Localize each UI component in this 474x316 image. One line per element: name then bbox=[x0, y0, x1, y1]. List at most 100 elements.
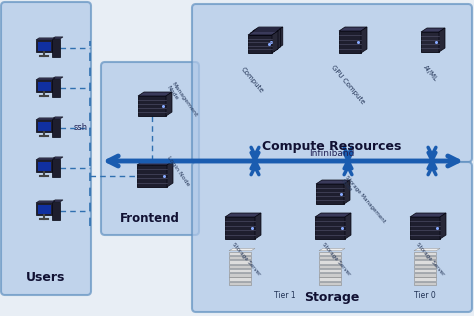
Bar bbox=[229, 252, 251, 255]
Bar bbox=[414, 273, 436, 276]
Text: Storage: Storage bbox=[304, 291, 360, 304]
Polygon shape bbox=[277, 27, 283, 49]
Polygon shape bbox=[248, 31, 278, 35]
Polygon shape bbox=[37, 161, 51, 171]
Polygon shape bbox=[225, 217, 255, 239]
Polygon shape bbox=[52, 79, 60, 97]
Polygon shape bbox=[315, 213, 351, 217]
Polygon shape bbox=[274, 29, 281, 51]
FancyBboxPatch shape bbox=[192, 162, 472, 312]
Polygon shape bbox=[421, 32, 439, 52]
Polygon shape bbox=[272, 31, 278, 53]
FancyBboxPatch shape bbox=[1, 2, 91, 295]
Polygon shape bbox=[414, 248, 440, 251]
Polygon shape bbox=[37, 41, 51, 51]
Bar bbox=[319, 264, 341, 268]
Polygon shape bbox=[36, 40, 52, 52]
Polygon shape bbox=[52, 157, 63, 159]
Bar bbox=[229, 277, 251, 281]
Bar bbox=[319, 260, 341, 264]
Bar bbox=[414, 260, 436, 264]
Polygon shape bbox=[315, 217, 345, 239]
Polygon shape bbox=[250, 33, 274, 51]
Polygon shape bbox=[339, 27, 367, 31]
Polygon shape bbox=[37, 204, 51, 214]
Text: Tier 1: Tier 1 bbox=[274, 291, 296, 301]
Polygon shape bbox=[52, 159, 60, 177]
Text: GPU Compute: GPU Compute bbox=[330, 64, 366, 105]
Bar bbox=[414, 264, 436, 268]
Polygon shape bbox=[255, 213, 261, 239]
Polygon shape bbox=[253, 27, 283, 31]
Text: AI/ML: AI/ML bbox=[421, 64, 438, 82]
Text: Frontend: Frontend bbox=[120, 212, 180, 225]
Polygon shape bbox=[52, 39, 60, 57]
Polygon shape bbox=[36, 160, 52, 172]
Polygon shape bbox=[440, 213, 446, 239]
Polygon shape bbox=[37, 121, 51, 131]
Bar bbox=[414, 252, 436, 255]
Text: Storage Server: Storage Server bbox=[321, 242, 351, 277]
Polygon shape bbox=[345, 213, 351, 239]
Polygon shape bbox=[36, 38, 55, 40]
Polygon shape bbox=[138, 96, 166, 116]
Polygon shape bbox=[253, 31, 277, 49]
Bar bbox=[319, 256, 341, 259]
Text: ssh: ssh bbox=[74, 124, 88, 132]
Polygon shape bbox=[250, 29, 281, 33]
Bar bbox=[229, 264, 251, 268]
Polygon shape bbox=[225, 213, 261, 217]
Text: Login Node: Login Node bbox=[166, 155, 191, 187]
Bar bbox=[229, 256, 251, 259]
Bar bbox=[414, 256, 436, 259]
Polygon shape bbox=[36, 203, 52, 215]
Polygon shape bbox=[410, 213, 446, 217]
Polygon shape bbox=[36, 201, 55, 203]
Polygon shape bbox=[166, 92, 172, 116]
Polygon shape bbox=[229, 248, 255, 251]
Bar bbox=[229, 260, 251, 264]
Text: Storage Management
Node: Storage Management Node bbox=[340, 175, 387, 228]
Polygon shape bbox=[167, 161, 173, 187]
Bar bbox=[414, 277, 436, 281]
Text: Users: Users bbox=[27, 271, 66, 284]
Bar bbox=[229, 282, 251, 285]
Polygon shape bbox=[36, 158, 55, 160]
Text: Compute Resources: Compute Resources bbox=[262, 140, 401, 153]
Polygon shape bbox=[316, 184, 344, 204]
Bar bbox=[414, 282, 436, 285]
Polygon shape bbox=[361, 27, 367, 53]
Polygon shape bbox=[137, 165, 167, 187]
Polygon shape bbox=[138, 92, 172, 96]
Polygon shape bbox=[52, 202, 60, 220]
FancyBboxPatch shape bbox=[192, 4, 472, 162]
Text: Storage Server: Storage Server bbox=[231, 242, 261, 277]
Text: Compute: Compute bbox=[239, 66, 264, 94]
Polygon shape bbox=[137, 161, 173, 165]
Polygon shape bbox=[36, 78, 55, 80]
Polygon shape bbox=[421, 28, 445, 32]
Polygon shape bbox=[37, 82, 51, 90]
Polygon shape bbox=[439, 28, 445, 52]
Bar bbox=[414, 269, 436, 272]
Text: Storage Server: Storage Server bbox=[415, 242, 445, 277]
Bar bbox=[319, 252, 341, 255]
Text: Management
Node: Management Node bbox=[166, 81, 199, 121]
Polygon shape bbox=[410, 217, 440, 239]
Polygon shape bbox=[316, 180, 350, 184]
Polygon shape bbox=[52, 119, 60, 137]
Text: Infiniband: Infiniband bbox=[310, 149, 355, 158]
FancyBboxPatch shape bbox=[101, 62, 199, 235]
Polygon shape bbox=[344, 180, 350, 204]
Bar bbox=[229, 273, 251, 276]
Bar bbox=[319, 277, 341, 281]
Bar bbox=[319, 273, 341, 276]
Text: Tier 0: Tier 0 bbox=[414, 291, 436, 301]
Polygon shape bbox=[36, 80, 52, 92]
Polygon shape bbox=[339, 31, 361, 53]
Bar bbox=[229, 269, 251, 272]
Polygon shape bbox=[248, 35, 272, 53]
Bar bbox=[319, 282, 341, 285]
Polygon shape bbox=[319, 248, 345, 251]
Polygon shape bbox=[52, 77, 63, 79]
